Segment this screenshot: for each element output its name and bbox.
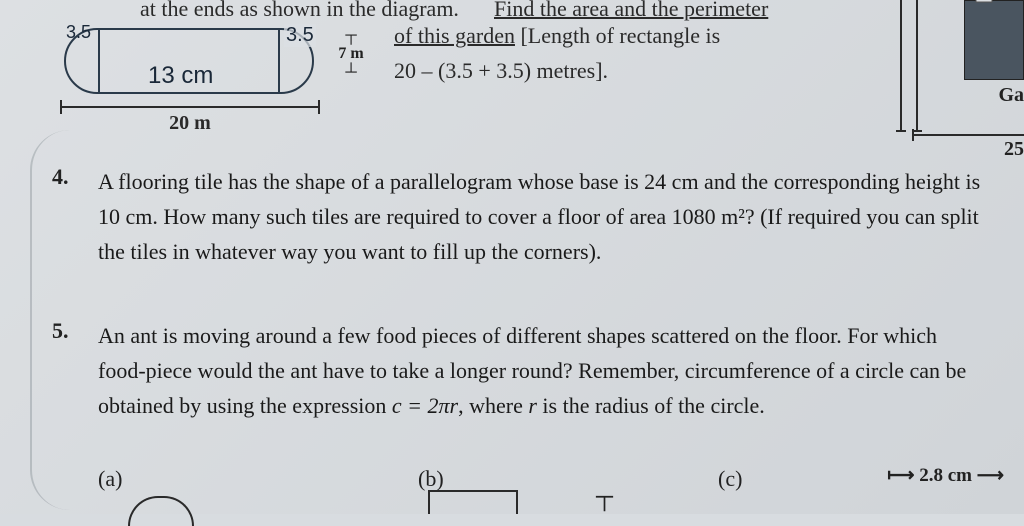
prob3-bracket: [Length of rectangle is (515, 23, 720, 48)
label-13cm: 13 cm (148, 62, 213, 90)
option-c-label: (c) (718, 466, 828, 492)
rf-pillar-2 (916, 0, 918, 130)
q5-body: An ant is moving around a few food piece… (98, 318, 984, 424)
rf-dim-25-text: 25 (912, 138, 1024, 161)
rf-box-label: 15 (976, 0, 993, 3)
options-row: (a) (b) (c) (98, 466, 984, 492)
rf-box (964, 0, 1024, 80)
stadium-divider-left (98, 28, 100, 94)
question-4: 4. A flooring tile has the shape of a pa… (52, 164, 984, 270)
dim-7m-text: 7 m (336, 44, 366, 65)
q5-formula: c = 2πr (392, 393, 458, 418)
right-partial-figure: 15 Ga 25 (894, 0, 1024, 170)
dim-20m-text: 20 m (60, 112, 320, 135)
dim-20m-line (60, 106, 320, 108)
prob3-text: of this garden [Length of rectangle is 2… (394, 18, 854, 88)
rf-pillar-1 (900, 0, 902, 130)
dim-7m-top-mark: ┬ (336, 28, 366, 44)
rf-g-label: Ga (998, 84, 1024, 107)
ofthisgarden: of this garden (394, 23, 515, 48)
option-a-shape (128, 496, 194, 526)
prob3-line2: 20 – (3.5 + 3.5) metres]. (394, 58, 608, 83)
option-b-mark: ┬ (596, 484, 613, 511)
stadium-shape-wrap: 3.5 3.5 13 cm (60, 28, 320, 100)
rf-dim-25: 25 (912, 134, 1024, 161)
dim-20m: 20 m (60, 102, 320, 135)
option-a-label: (a) (98, 466, 418, 492)
option-b-label: (b) (418, 466, 718, 492)
q5-end: is the radius of the circle. (537, 393, 765, 418)
dim-7m: ┬ 7 m ┴ (336, 28, 366, 81)
stadium-diagram: 3.5 3.5 13 cm 20 m (60, 28, 320, 100)
option-c-dim-text: 2.8 cm (919, 465, 972, 486)
rf-dim-25-line (912, 134, 1024, 136)
q4-number: 4. (52, 164, 69, 190)
q5-post: , where (458, 393, 528, 418)
label-3.5-left: 3.5 (66, 22, 91, 43)
question-5: 5. An ant is moving around a few food pi… (52, 318, 984, 424)
stadium-divider-right (278, 28, 280, 94)
q4-body: A flooring tile has the shape of a paral… (98, 164, 984, 270)
q5-r: r (528, 393, 537, 418)
dim-7m-bot-mark: ┴ (336, 65, 366, 81)
option-c-dim: ⟼ 2.8 cm ⟶ (887, 464, 1004, 487)
label-3.5-right: 3.5 (284, 24, 316, 47)
page: at the ends as shown in the diagram. and… (0, 0, 1024, 514)
q5-number: 5. (52, 318, 69, 344)
option-b-shape (428, 490, 518, 514)
